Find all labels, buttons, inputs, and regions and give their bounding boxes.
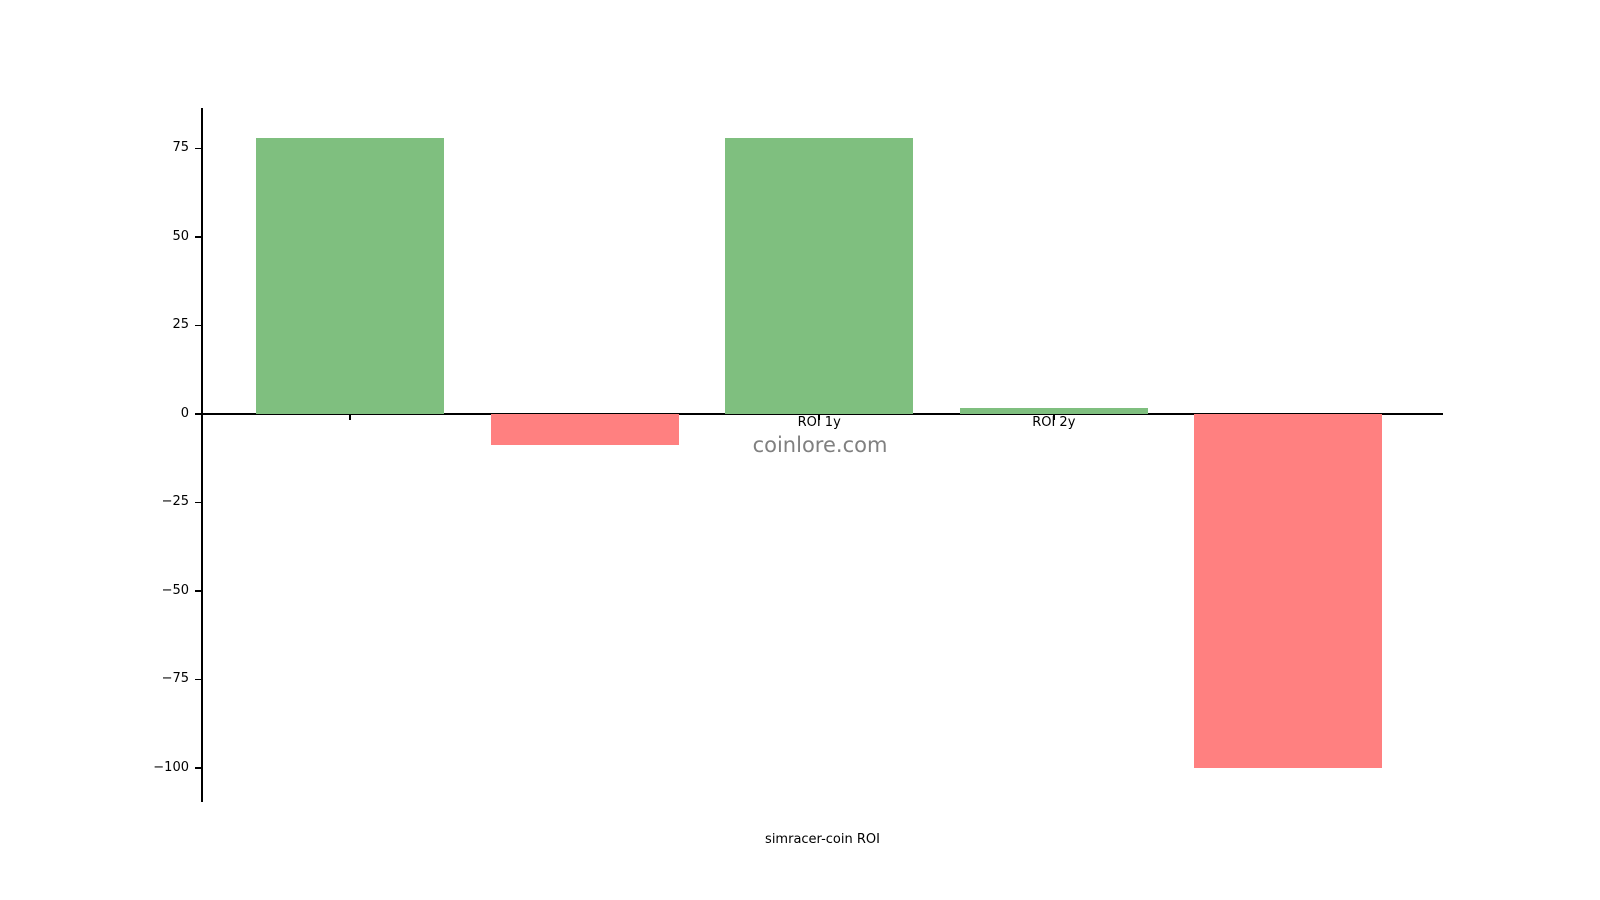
y-axis-tick-mark	[195, 678, 202, 681]
roi-bar-roi-1y	[725, 137, 914, 414]
y-axis-line	[201, 108, 203, 802]
x-axis-line	[202, 413, 1443, 415]
y-axis-tick-mark	[195, 767, 202, 769]
y-axis-tick-label: −100	[153, 760, 189, 775]
watermark-text: coinlore.com	[752, 433, 888, 457]
y-axis-tick-mark	[195, 236, 202, 238]
roi-bar-roi-2y	[959, 407, 1148, 414]
y-axis-tick-label: −25	[161, 494, 189, 510]
y-axis-tick-mark	[195, 590, 202, 592]
roi-bar-1	[256, 137, 444, 414]
roi-bar-2	[490, 413, 679, 446]
y-axis-tick-label: 75	[172, 140, 189, 156]
roi-bar-5	[1194, 413, 1383, 768]
x-axis-tick-label: ROI 1y	[797, 415, 841, 431]
y-axis-tick-label: 0	[180, 405, 189, 421]
x-axis-tick-mark	[1053, 413, 1055, 420]
y-axis-tick-label: 50	[172, 228, 189, 244]
x-axis-tick-mark	[349, 413, 351, 420]
chart-title: simracer-coin ROI	[765, 832, 880, 847]
y-axis-tick-mark	[195, 324, 202, 327]
y-axis-tick-mark	[195, 501, 202, 504]
y-axis-tick-label: 25	[172, 317, 189, 333]
y-axis-tick-label: −50	[161, 582, 189, 598]
y-axis-tick-mark	[195, 413, 202, 415]
x-axis-tick-label: ROI 2y	[1032, 415, 1076, 431]
y-axis-tick-label: −75	[161, 671, 189, 687]
x-axis-tick-mark	[818, 413, 820, 420]
y-axis-tick-mark	[195, 147, 202, 150]
